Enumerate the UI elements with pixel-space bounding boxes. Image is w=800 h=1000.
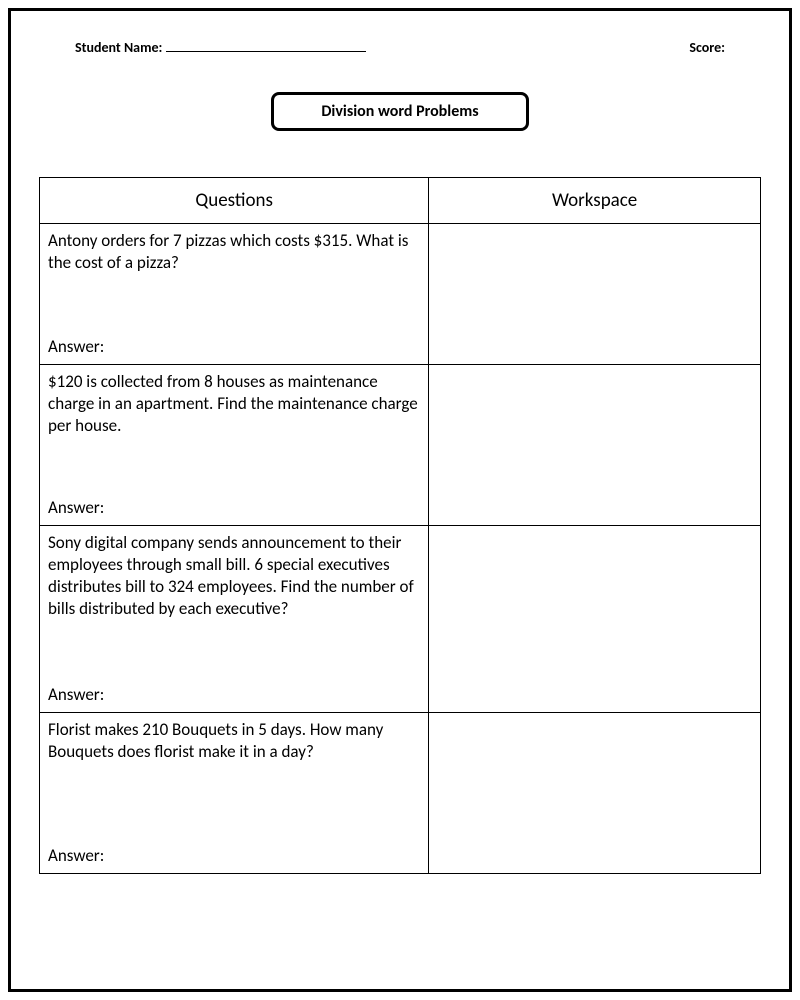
- answer-label: Answer:: [48, 845, 420, 867]
- score-label: Score:: [689, 39, 725, 56]
- column-header-questions: Questions: [40, 178, 429, 224]
- column-header-workspace: Workspace: [429, 178, 761, 224]
- question-cell: $120 is collected from 8 houses as maint…: [40, 365, 429, 526]
- workspace-cell[interactable]: [429, 713, 761, 874]
- table-row: $120 is collected from 8 houses as maint…: [40, 365, 761, 526]
- student-name-field: Student Name:: [75, 39, 366, 56]
- question-cell: Antony orders for 7 pizzas which costs $…: [40, 224, 429, 365]
- question-text: Florist makes 210 Bouquets in 5 days. Ho…: [48, 719, 420, 827]
- table-header-row: Questions Workspace: [40, 178, 761, 224]
- table-row: Antony orders for 7 pizzas which costs $…: [40, 224, 761, 365]
- worksheet-title: Division word Problems: [321, 102, 478, 121]
- question-text: Antony orders for 7 pizzas which costs $…: [48, 230, 420, 318]
- student-name-underline[interactable]: [166, 51, 366, 52]
- student-name-label: Student Name:: [75, 39, 162, 56]
- answer-label: Answer:: [48, 497, 420, 519]
- worksheet-table: Questions Workspace Antony orders for 7 …: [39, 177, 761, 874]
- header-row: Student Name: Score:: [39, 39, 761, 56]
- answer-label: Answer:: [48, 684, 420, 706]
- answer-label: Answer:: [48, 336, 420, 358]
- table-row: Sony digital company sends announcement …: [40, 526, 761, 713]
- table-row: Florist makes 210 Bouquets in 5 days. Ho…: [40, 713, 761, 874]
- question-cell: Sony digital company sends announcement …: [40, 526, 429, 713]
- workspace-cell[interactable]: [429, 526, 761, 713]
- question-cell: Florist makes 210 Bouquets in 5 days. Ho…: [40, 713, 429, 874]
- worksheet-border: Student Name: Score: Division word Probl…: [8, 8, 792, 992]
- question-text: Sony digital company sends announcement …: [48, 532, 420, 666]
- workspace-cell[interactable]: [429, 365, 761, 526]
- worksheet-title-box: Division word Problems: [271, 92, 529, 131]
- question-text: $120 is collected from 8 houses as maint…: [48, 371, 420, 479]
- workspace-cell[interactable]: [429, 224, 761, 365]
